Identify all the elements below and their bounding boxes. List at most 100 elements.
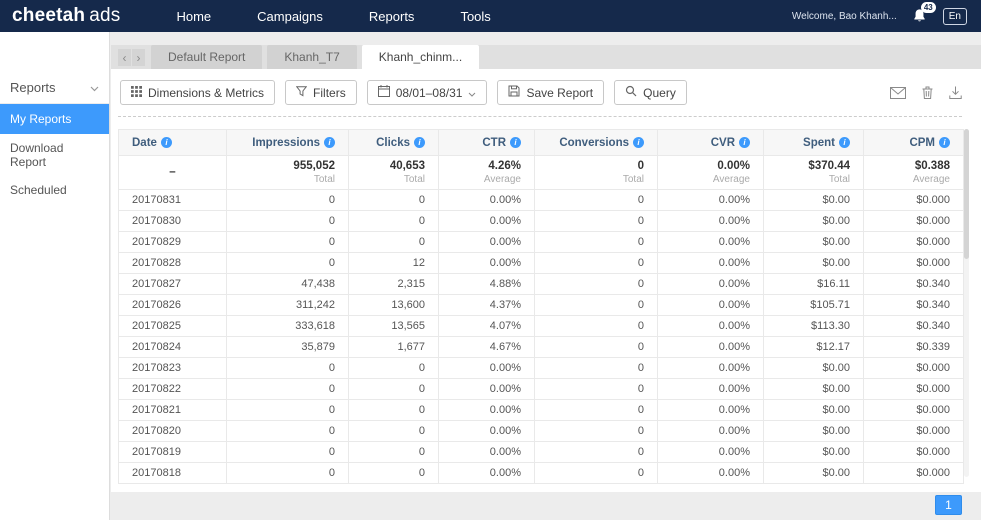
dimensions-metrics-button[interactable]: Dimensions & Metrics — [120, 80, 276, 105]
value-cell: 0 — [534, 273, 658, 295]
info-icon[interactable]: i — [633, 136, 644, 148]
info-icon[interactable]: i — [939, 136, 950, 148]
table-summary-row: –955,052 Total 40,653 Total 4.26% Average 0 Tot… — [118, 155, 964, 190]
value-cell: 0 — [348, 462, 439, 484]
date-cell: 20170824 — [118, 336, 227, 358]
date-range-button[interactable]: 08/01–08/31 — [366, 80, 488, 105]
info-icon[interactable]: i — [839, 136, 850, 148]
value-cell: 0.00% — [657, 231, 764, 253]
value-cell: $0.00 — [763, 378, 864, 400]
value-cell: 311,242 — [226, 294, 349, 316]
table-row: 20170820 0 0 0.00% 0 0.00% $0.00 $0.000 — [118, 420, 964, 442]
sidebar-item-download-report[interactable]: Download Report — [10, 141, 64, 169]
value-cell: 13,600 — [348, 294, 439, 316]
column-header-conversions[interactable]: Conversions i — [534, 129, 658, 156]
info-icon[interactable]: i — [324, 136, 335, 148]
value-cell: 0.00% — [657, 441, 764, 463]
value-cell: 0.00% — [438, 189, 535, 211]
query-label: Query — [643, 85, 676, 100]
column-header-impressions[interactable]: Impressions i — [226, 129, 349, 156]
tab-khanh-chinm[interactable]: Khanh_chinm... — [361, 45, 480, 69]
value-cell: $0.00 — [763, 231, 864, 253]
column-label: Impressions — [252, 136, 320, 149]
summary-cell: 0 Total — [534, 155, 658, 190]
sidebar-item-my-reports[interactable]: My Reports — [0, 104, 109, 134]
info-icon[interactable]: i — [739, 136, 750, 148]
column-label: CTR — [482, 136, 506, 149]
column-header-cpm[interactable]: CPM i — [863, 129, 964, 156]
language-selector[interactable]: En — [942, 7, 967, 25]
query-button[interactable]: Query — [614, 80, 687, 105]
value-cell: $0.340 — [863, 273, 964, 295]
value-cell: $0.000 — [863, 420, 964, 442]
value-cell: 0 — [226, 231, 349, 253]
tab-forward-arrow[interactable]: › — [132, 49, 145, 66]
value-cell: $113.30 — [763, 315, 864, 337]
value-cell: 0 — [226, 420, 349, 442]
value-cell: 0.00% — [438, 210, 535, 232]
date-range-label: 08/01–08/31 — [395, 85, 463, 100]
table-row: 20170821 0 0 0.00% 0 0.00% $0.00 $0.000 — [118, 399, 964, 421]
value-cell: 0 — [348, 210, 439, 232]
column-header-spent[interactable]: Spent i — [763, 129, 864, 156]
tab-back-arrow[interactable]: ‹ — [118, 49, 131, 66]
mail-icon[interactable] — [890, 86, 906, 99]
column-header-ctr[interactable]: CTR i — [438, 129, 535, 156]
value-cell: 0 — [226, 357, 349, 379]
column-header-cvr[interactable]: CVR i — [657, 129, 764, 156]
notifications-button[interactable]: 43 — [912, 2, 936, 24]
sidebar-section-label: Reports — [10, 80, 56, 95]
brand-logo[interactable]: cheetah ads — [12, 5, 120, 27]
value-cell: 0 — [226, 441, 349, 463]
table-row: 20170818 0 0 0.00% 0 0.00% $0.00 $0.000 — [118, 462, 964, 484]
nav-item-reports[interactable]: Reports — [368, 8, 415, 24]
tab-default-report[interactable]: Default Report — [151, 45, 263, 69]
dimensions-metrics-label: Dimensions & Metrics — [148, 85, 265, 100]
main-menu: Home Campaigns Reports Tools — [176, 9, 490, 24]
value-cell: 0 — [534, 462, 658, 484]
info-icon[interactable]: i — [510, 136, 521, 148]
report-tabstrip: ‹ › Default Report Khanh_T7 Khanh_chinm.… — [111, 45, 981, 69]
column-header-date[interactable]: Date i — [118, 129, 227, 156]
info-icon[interactable]: i — [414, 136, 425, 148]
table-row: 20170828 0 12 0.00% 0 0.00% $0.00 $0.000 — [118, 252, 964, 274]
summary-cell: $0.388 Average — [863, 155, 964, 190]
notification-badge: 43 — [920, 2, 936, 13]
info-icon[interactable]: i — [160, 136, 172, 148]
value-cell: 0 — [534, 420, 658, 442]
column-header-clicks[interactable]: Clicks i — [348, 129, 439, 156]
brand-logo-bold: cheetah — [12, 5, 86, 26]
value-cell: $0.00 — [763, 357, 864, 379]
table-scrollbar-thumb[interactable] — [964, 129, 969, 259]
sidebar-section-reports[interactable]: Reports — [0, 72, 109, 104]
column-label: CPM — [909, 136, 935, 149]
table-row: 20170830 0 0 0.00% 0 0.00% $0.00 $0.000 — [118, 210, 964, 232]
value-cell: 4.67% — [438, 336, 535, 358]
download-icon[interactable] — [949, 86, 962, 99]
tab-khanh-t7[interactable]: Khanh_T7 — [267, 45, 357, 69]
value-cell: 0 — [534, 210, 658, 232]
value-cell: 0.00% — [657, 210, 764, 232]
value-cell: 0 — [534, 294, 658, 316]
filter-funnel-icon — [295, 85, 308, 100]
page-1-button[interactable]: 1 — [935, 495, 962, 515]
filters-button[interactable]: Filters — [285, 80, 357, 105]
value-cell: 0.00% — [657, 189, 764, 211]
nav-item-tools[interactable]: Tools — [460, 8, 491, 24]
table-row: 20170829 0 0 0.00% 0 0.00% $0.00 $0.000 — [118, 231, 964, 253]
value-cell: $0.000 — [863, 210, 964, 232]
welcome-text[interactable]: Welcome, Bao Khanh... — [791, 10, 897, 22]
nav-item-home[interactable]: Home — [176, 8, 212, 24]
value-cell: 0 — [348, 378, 439, 400]
column-label: Spent — [803, 136, 835, 149]
nav-item-campaigns[interactable]: Campaigns — [257, 8, 323, 24]
filters-label: Filters — [313, 85, 346, 100]
value-cell: $0.000 — [863, 357, 964, 379]
value-cell: 0 — [226, 378, 349, 400]
value-cell: 0.00% — [657, 336, 764, 358]
trash-icon[interactable] — [922, 86, 933, 99]
sidebar-item-scheduled[interactable]: Scheduled — [10, 183, 67, 197]
table-scrollbar[interactable] — [964, 129, 969, 477]
save-report-button[interactable]: Save Report — [497, 80, 605, 105]
summary-cell: 955,052 Total — [226, 155, 349, 190]
